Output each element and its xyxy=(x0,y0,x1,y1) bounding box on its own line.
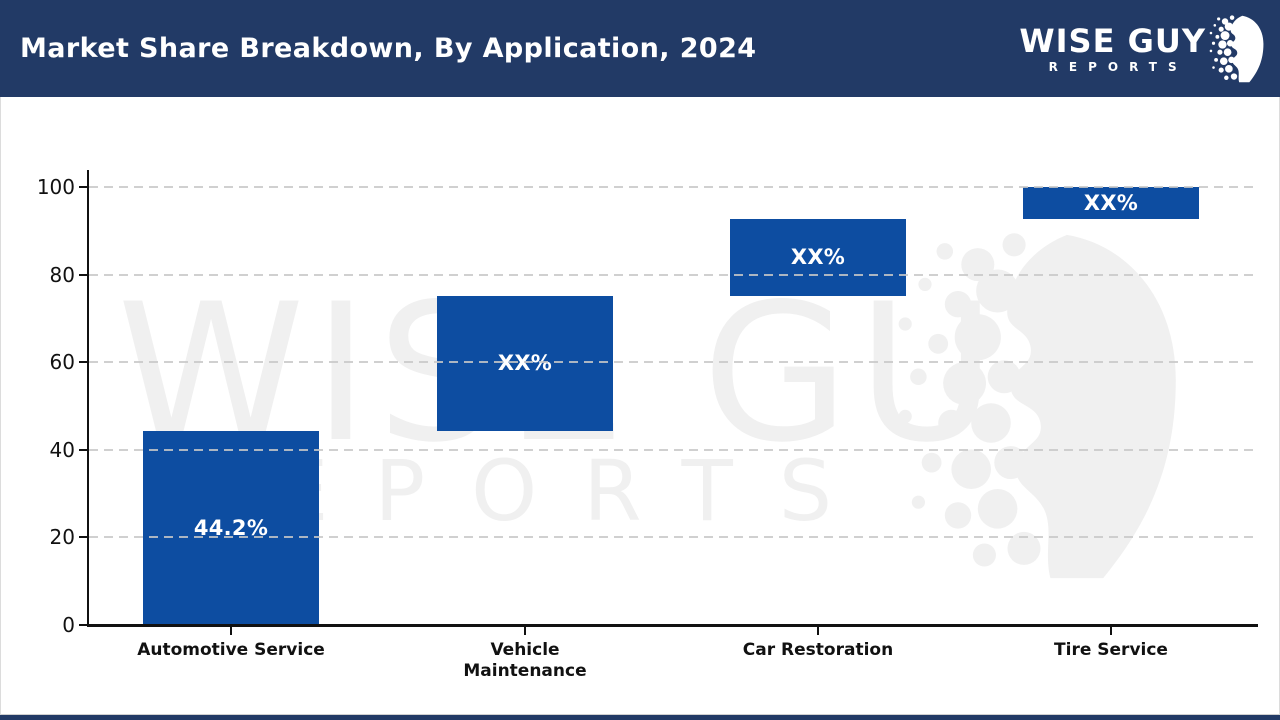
y-tick-label: 60 xyxy=(49,350,75,375)
x-category-label: Vehicle Maintenance xyxy=(463,640,587,681)
gridline xyxy=(89,273,1254,276)
y-tick-label: 100 xyxy=(36,175,75,199)
bar-automotive-service: 44.2% xyxy=(143,431,319,625)
bar-value-label: 44.2% xyxy=(193,516,269,541)
y-tick-mark xyxy=(79,273,88,276)
bar-tire-service: XX% xyxy=(1023,187,1199,219)
y-tick-mark xyxy=(79,186,88,188)
gridline xyxy=(89,448,1254,451)
logo-wordmark: WISE GUY xyxy=(1019,21,1206,60)
watermark-face-icon xyxy=(898,233,1176,579)
footer-band xyxy=(0,715,1280,720)
y-tick-label: 40 xyxy=(49,437,75,462)
x-category-label: Automotive Service xyxy=(137,640,325,660)
y-tick-label: 20 xyxy=(49,525,75,550)
x-category-label: Car Restoration xyxy=(742,640,894,660)
bar-value-label: XX% xyxy=(1083,190,1139,215)
gridline xyxy=(89,361,1254,364)
gridline xyxy=(89,536,1254,539)
x-category-label: Tire Service xyxy=(1054,640,1168,660)
y-axis-line xyxy=(87,170,89,627)
y-tick-mark xyxy=(79,448,88,451)
wiseguy-face-icon xyxy=(1209,14,1264,82)
y-tick-label: 80 xyxy=(49,262,75,287)
logo-subtitle: REPORTS xyxy=(1048,59,1188,74)
x-tick-mark xyxy=(230,627,232,635)
page-title: Market Share Breakdown, By Application, … xyxy=(20,33,757,64)
y-tick-mark xyxy=(79,536,88,539)
x-tick-mark xyxy=(817,627,819,635)
bar-vehicle-maintenance: XX% xyxy=(437,295,613,432)
bar-value-label: XX% xyxy=(497,351,553,376)
y-tick-mark xyxy=(79,361,88,364)
logo-text: WISE GUY REPORTS xyxy=(1019,24,1206,74)
bar-value-label: XX% xyxy=(790,245,846,270)
header-band: Market Share Breakdown, By Application, … xyxy=(0,0,1280,97)
x-tick-mark xyxy=(1110,627,1112,635)
x-tick-mark xyxy=(524,627,526,635)
bar-car-restoration: XX% xyxy=(730,218,906,296)
chart-area: WISE GUY REPORTS 0 20 40 60 80 100 44.2% Automo… xyxy=(0,97,1280,715)
gridline xyxy=(89,186,1254,188)
y-tick-label: 0 xyxy=(62,613,75,637)
wiseguy-logo: WISE GUY REPORTS xyxy=(1019,6,1266,91)
x-axis-line xyxy=(87,624,1258,627)
y-tick-mark xyxy=(79,624,88,626)
